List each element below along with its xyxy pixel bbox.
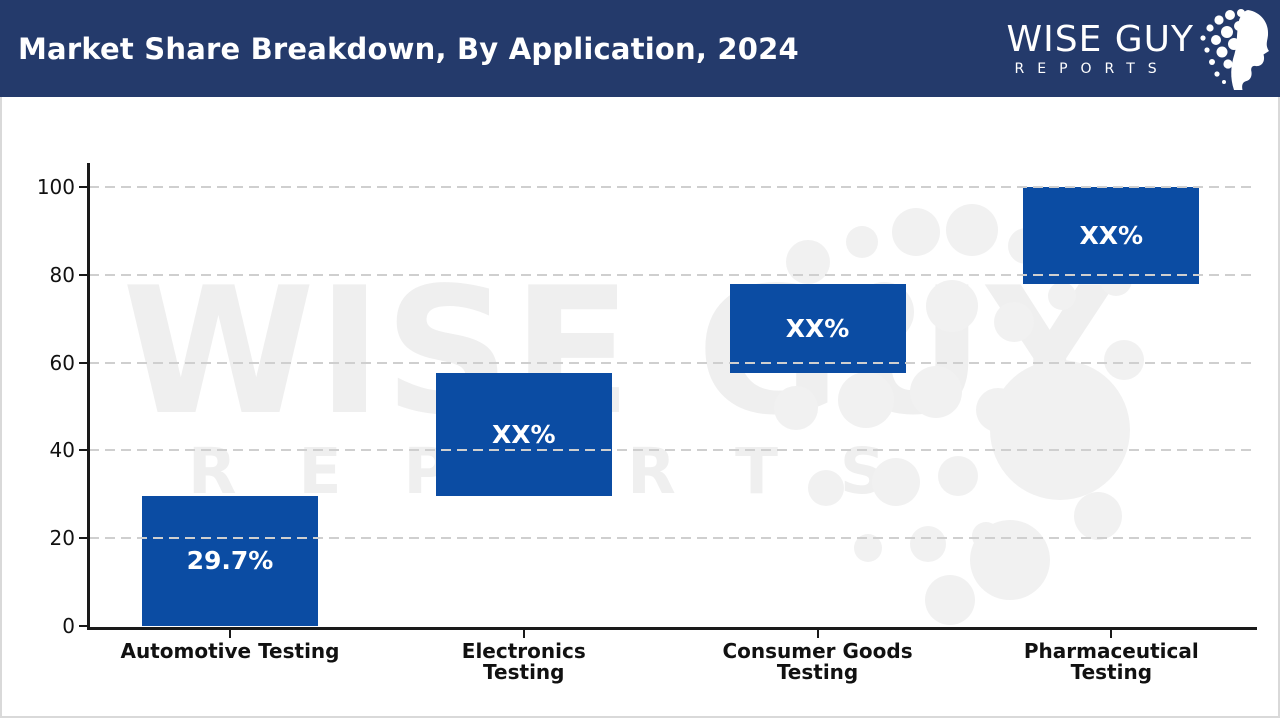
y-tick-label-100: 100: [36, 175, 75, 199]
y-tick-0: [79, 625, 87, 627]
watermark-dot: [910, 366, 962, 418]
x-category-label-automotive-testing: Automotive Testing: [120, 639, 340, 663]
bar-value-label-automotive-testing: 29.7%: [186, 546, 274, 576]
bar-automotive-testing: 29.7%: [142, 495, 318, 626]
bar-pharmaceutical-testing: XX%: [1023, 187, 1200, 285]
chart-title: Market Share Breakdown, By Application, …: [18, 31, 799, 66]
watermark-dot: [925, 575, 975, 625]
watermark-dot: [872, 458, 920, 506]
logo-text: WISE GUY REPORTS: [1006, 18, 1195, 77]
header-banner: Market Share Breakdown, By Application, …: [0, 0, 1280, 97]
y-tick-label-20: 20: [49, 526, 75, 551]
y-tick-20: [79, 537, 87, 540]
bar-electronics-testing: XX%: [435, 372, 612, 496]
logo-wordmark: WISE GUY: [1006, 18, 1194, 60]
gridline-100: [89, 186, 1253, 188]
watermark-dot: [990, 360, 1130, 500]
watermark-dot: [926, 280, 978, 332]
y-axis-line: [87, 163, 90, 630]
watermark-dot: [994, 302, 1034, 342]
watermark-dot: [938, 456, 978, 496]
bar-value-label-consumer-goods-testing: XX%: [785, 314, 850, 344]
y-tick-80: [79, 273, 87, 276]
watermark-dot: [846, 226, 878, 258]
y-tick-label-80: 80: [49, 262, 75, 287]
y-tick-40: [79, 449, 87, 452]
x-tick-consumer-goods-testing: [816, 630, 819, 638]
bar-value-label-pharmaceutical-testing: XX%: [1079, 221, 1144, 251]
watermark-dot: [1048, 282, 1076, 310]
x-tick-electronics-testing: [522, 630, 525, 638]
watermark-dot: [838, 372, 894, 428]
x-category-label-electronics-testing: Electronics Testing: [461, 639, 586, 684]
y-tick-100: [79, 186, 87, 188]
watermark-dot: [910, 526, 946, 562]
bar-consumer-goods-testing: XX%: [729, 284, 906, 373]
bar-value-label-electronics-testing: XX%: [491, 419, 556, 449]
logo-subtext: REPORTS: [1014, 60, 1170, 77]
x-category-label-consumer-goods-testing: Consumer Goods Testing: [722, 639, 913, 684]
gridline-40: [89, 449, 1253, 452]
watermark-dot: [892, 208, 940, 256]
x-tick-pharmaceutical-testing: [1110, 630, 1113, 638]
y-tick-label-60: 60: [49, 350, 75, 375]
watermark-dot: [946, 204, 998, 256]
watermark-dot: [1074, 492, 1122, 540]
x-category-label-pharmaceutical-testing: Pharmaceutical Testing: [1023, 639, 1199, 684]
watermark-dot: [786, 240, 830, 284]
y-tick-60: [79, 361, 87, 364]
wiseguy-face-icon: [1200, 8, 1269, 90]
watermark-dot: [1104, 340, 1144, 380]
wiseguy-logo: WISE GUY REPORTS: [1007, 7, 1275, 91]
watermark-dot: [774, 386, 818, 430]
bottom-edge-border: [0, 716, 1280, 718]
left-edge-border: [0, 97, 2, 718]
x-axis-line: [87, 627, 1257, 630]
y-tick-label-40: 40: [49, 438, 75, 463]
x-tick-automotive-testing: [229, 630, 231, 638]
y-tick-label-0: 0: [62, 614, 75, 638]
right-edge-border: [1278, 97, 1280, 718]
watermark-dot: [808, 470, 844, 506]
watermark-dot: [970, 520, 1050, 600]
gridline-20: [89, 537, 1253, 540]
gridline-80: [89, 273, 1253, 276]
gridline-60: [89, 361, 1253, 364]
